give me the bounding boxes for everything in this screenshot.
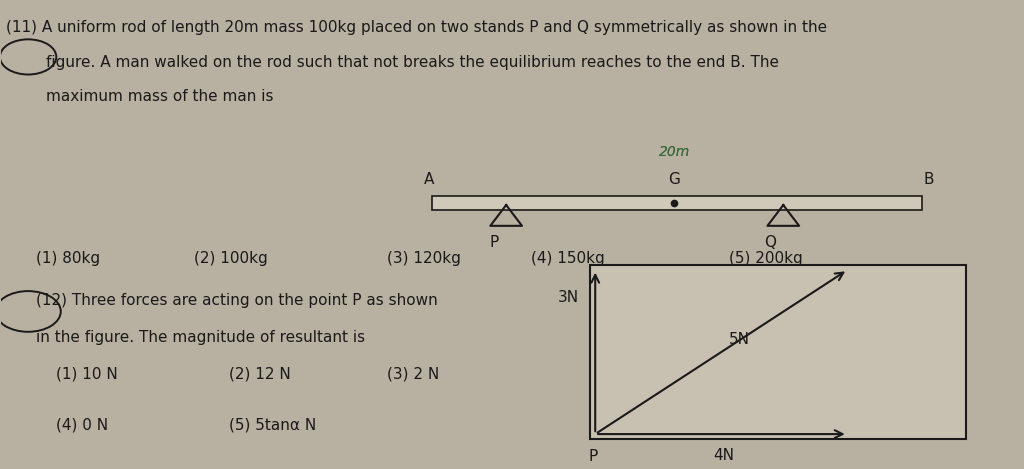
Text: G: G [669, 172, 680, 187]
Text: maximum mass of the man is: maximum mass of the man is [46, 89, 273, 104]
Text: 20m: 20m [658, 145, 690, 159]
Text: P: P [589, 449, 598, 464]
Text: 4N: 4N [714, 448, 734, 463]
Text: (4) 150kg: (4) 150kg [530, 251, 604, 266]
Text: (11) A uniform rod of length 20m mass 100kg placed on two stands P and Q symmetr: (11) A uniform rod of length 20m mass 10… [6, 20, 827, 35]
Text: 3N: 3N [558, 290, 580, 305]
Text: in the figure. The magnitude of resultant is: in the figure. The magnitude of resultan… [36, 330, 366, 345]
Text: (3) 120kg: (3) 120kg [387, 251, 461, 266]
Text: 5N: 5N [729, 332, 750, 347]
Text: (4) 0 N: (4) 0 N [56, 417, 108, 432]
Text: (1) 10 N: (1) 10 N [56, 366, 118, 381]
Text: (2) 100kg: (2) 100kg [195, 251, 268, 266]
Bar [590, 265, 967, 439]
Text: (3) 2 N: (3) 2 N [387, 366, 439, 381]
Text: (12) Three forces are acting on the point P as shown: (12) Three forces are acting on the poin… [36, 293, 438, 308]
Text: (2) 12 N: (2) 12 N [229, 366, 291, 381]
Text: Q: Q [764, 235, 776, 250]
Text: (5) 200kg: (5) 200kg [729, 251, 803, 266]
Text: (5) 5tanα N: (5) 5tanα N [229, 417, 316, 432]
Text: A: A [424, 172, 434, 187]
Text: figure. A man walked on the rod such that not breaks the equilibrium reaches to : figure. A man walked on the rod such tha… [46, 54, 779, 69]
Text: B: B [924, 172, 934, 187]
Bar [432, 196, 922, 210]
Text: 20m: 20m [658, 145, 690, 159]
Text: (1) 80kg: (1) 80kg [36, 251, 100, 266]
Text: P: P [489, 235, 500, 250]
